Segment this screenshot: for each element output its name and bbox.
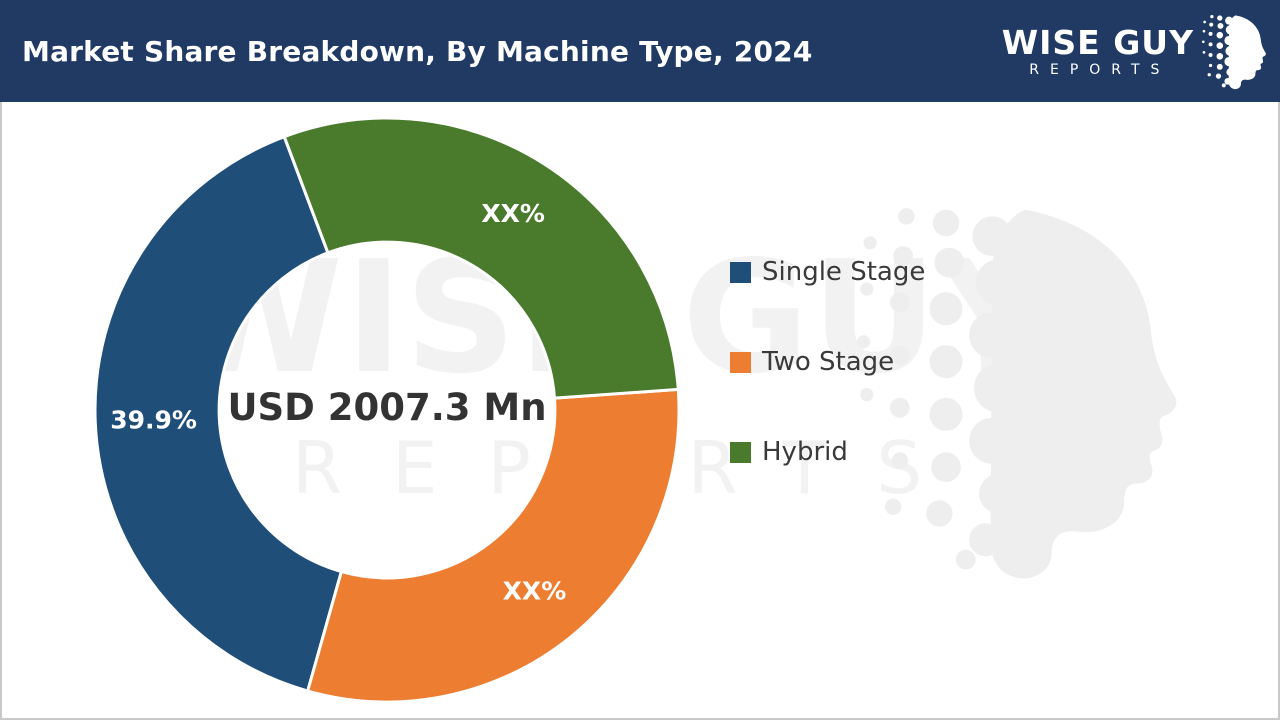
face-dot [1225, 46, 1236, 56]
face-dot [1210, 15, 1214, 19]
face-dot [1209, 22, 1214, 27]
face-dot [932, 209, 960, 237]
face-dot [1221, 83, 1226, 88]
slice-label-hybrid: XX% [481, 199, 545, 228]
legend-label-hybrid: Hybrid [762, 437, 848, 467]
face-dot [934, 247, 965, 278]
face-dot [974, 363, 1024, 413]
face-dot [891, 452, 909, 469]
face-dot [898, 208, 915, 225]
legend-item-single-stage: Single Stage [730, 248, 925, 296]
face-dot [1216, 63, 1223, 70]
face-dot [1224, 56, 1234, 67]
face-dot [1208, 52, 1213, 57]
face-dot [1207, 73, 1211, 77]
donut-segment-hybrid [282, 116, 680, 400]
logo-line2: REPORTS [1029, 61, 1171, 78]
face-dot [1203, 20, 1206, 24]
face-dot [1202, 29, 1206, 33]
page-title: Market Share Breakdown, By Machine Type,… [22, 34, 813, 68]
slice-label-single-stage: 39.9% [110, 405, 197, 434]
face-dot [1005, 546, 1032, 573]
face-dot [1231, 82, 1237, 88]
face-dot [889, 292, 910, 313]
legend-swatch-single-stage [730, 261, 751, 283]
chart-center-value: USD 2007.3 Mn [227, 386, 547, 429]
face-silhouette [1228, 15, 1266, 90]
face-dot [1224, 78, 1232, 85]
face-dot [1224, 35, 1234, 46]
face-dot [969, 417, 1016, 464]
face-dot [1208, 31, 1213, 36]
donut-segment-two-stage [306, 387, 681, 704]
face-dot [1217, 22, 1224, 29]
face-dot [860, 282, 874, 296]
face-dot [889, 345, 910, 365]
face-dot [856, 335, 871, 349]
legend-label-two-stage: Two Stage [762, 347, 895, 377]
face-dot [929, 292, 963, 326]
face-dot [1215, 73, 1222, 79]
face-dot [975, 259, 1022, 306]
face-dot [1208, 63, 1213, 68]
chart-legend: Single Stage Two Stage Hybrid [730, 248, 925, 518]
donut-chart: 39.9% XX% XX% [93, 116, 681, 704]
face-dot [1202, 51, 1206, 54]
chart-canvas: WISE GUY REPORTS 39.9%XX%XX% USD 2007.3 … [0, 102, 1280, 720]
legend-label-single-stage: Single Stage [762, 257, 926, 287]
face-dot [1216, 52, 1224, 60]
face-dot [926, 500, 953, 527]
face-dot [929, 397, 963, 431]
face-dot [972, 216, 1012, 256]
face-dot [929, 345, 963, 379]
face-dot [1225, 25, 1235, 35]
face-profile-icon [1201, 15, 1266, 90]
face-dot [889, 397, 910, 418]
face-dot [863, 236, 877, 250]
face-dot [893, 246, 913, 266]
face-dot [1225, 16, 1233, 25]
slice-label-two-stage: XX% [503, 577, 567, 606]
face-dot [1216, 31, 1224, 39]
face-dot [884, 498, 902, 516]
face-dot [979, 473, 1019, 514]
face-dot [1201, 40, 1205, 44]
face-dot [860, 388, 874, 402]
face-dot [955, 549, 976, 570]
logo-line1: WISE GUY [1001, 22, 1194, 62]
logo-wordmark: WISE GUY REPORTS [1002, 26, 1194, 77]
face-silhouette [989, 209, 1177, 579]
donut-segment-single-stage [93, 135, 343, 693]
face-dot [931, 452, 961, 483]
wiseguy-logo: WISE GUY REPORTS [1002, 11, 1266, 91]
legend-swatch-hybrid [730, 441, 751, 463]
watermark-face-icon [856, 208, 1177, 579]
face-dot [1226, 68, 1235, 77]
face-dot [969, 312, 1016, 359]
legend-item-hybrid: Hybrid [730, 428, 925, 476]
face-dot [1217, 15, 1223, 21]
legend-swatch-two-stage [730, 351, 751, 373]
face-dot [1208, 42, 1213, 47]
face-dot [969, 523, 1003, 557]
face-dot [1216, 42, 1224, 50]
legend-item-two-stage: Two Stage [730, 338, 925, 386]
header-bar: Market Share Breakdown, By Machine Type,… [0, 0, 1280, 102]
